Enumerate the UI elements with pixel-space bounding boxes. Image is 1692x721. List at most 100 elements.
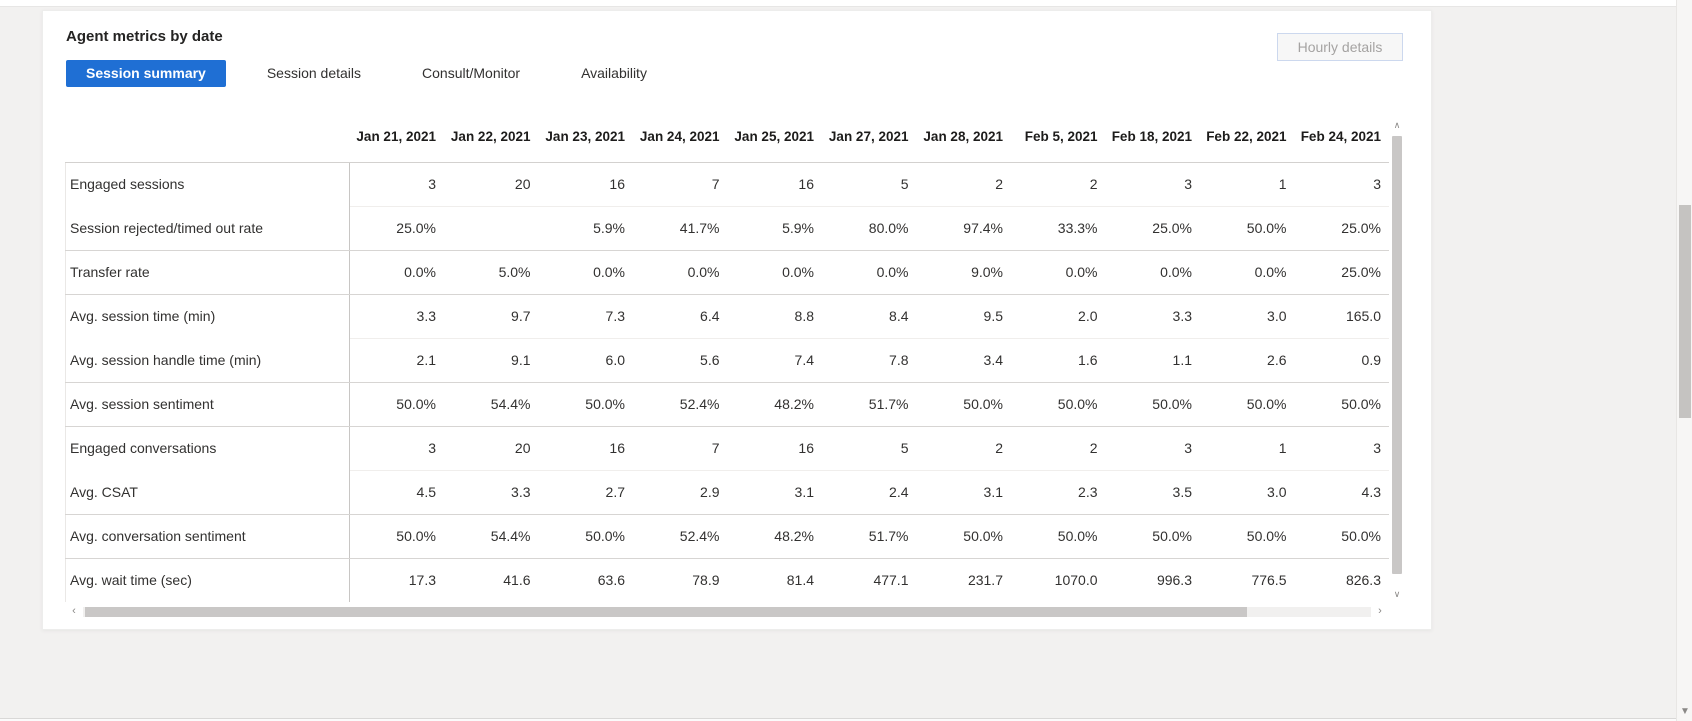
row-label-column-header bbox=[65, 116, 350, 163]
table-cell: 2.9 bbox=[633, 470, 728, 515]
tab-availability[interactable]: Availability bbox=[581, 65, 647, 81]
column-header: Jan 28, 2021 bbox=[916, 116, 1011, 163]
table-cell: 54.4% bbox=[444, 382, 539, 427]
column-header: Jan 22, 2021 bbox=[444, 116, 539, 163]
table-cell: 7.8 bbox=[822, 338, 917, 383]
table-cell: 3.3 bbox=[349, 294, 444, 339]
table-cell: 3.3 bbox=[1105, 294, 1200, 339]
table-cell: 231.7 bbox=[967, 572, 1003, 589]
page-title: Agent metrics by date bbox=[66, 28, 223, 45]
table-cell: 7.4 bbox=[727, 338, 822, 383]
table-row: Avg. session sentiment 50.0% 54.4% 50.0% 52.… bbox=[65, 382, 1389, 427]
table-header-row: Jan 21, 2021 Jan 22, 2021 Jan 23, 2021 Jan … bbox=[65, 116, 1389, 163]
scroll-up-icon[interactable]: ∧ bbox=[1393, 120, 1401, 130]
table-cell: 0.0% bbox=[727, 250, 822, 295]
table-cell: 25.0% bbox=[1105, 206, 1200, 251]
table-cell: 7.3 bbox=[538, 294, 633, 339]
table-cell: 52.4% bbox=[633, 514, 728, 559]
table-cell: 0.0% bbox=[633, 250, 728, 295]
row-label: Engaged conversations bbox=[65, 426, 350, 470]
column-header: Jan 27, 2021 bbox=[822, 116, 917, 163]
table-cell: 80.0% bbox=[822, 206, 917, 251]
table-cell: 3.1 bbox=[916, 470, 1011, 515]
table-cell: 2.0 bbox=[1011, 294, 1106, 339]
table-cell: 4.5 bbox=[349, 470, 444, 515]
table-cell: 50.0% bbox=[1294, 382, 1389, 427]
table-cell: 4.3 bbox=[1294, 470, 1389, 515]
column-header: Feb 5, 2021 bbox=[1011, 116, 1106, 163]
page-vertical-scrollbar[interactable]: ▼ bbox=[1676, 0, 1692, 721]
table-cell: 9.7 bbox=[444, 294, 539, 339]
table-cell: 3 bbox=[1294, 162, 1389, 207]
table-cell: 5.6 bbox=[633, 338, 728, 383]
table-row: Avg. session handle time (min) 2.1 9.1 6.0 5… bbox=[65, 338, 1389, 383]
table-cell: 0.0% bbox=[1105, 250, 1200, 295]
table-cell: 50.0% bbox=[1105, 514, 1200, 559]
table-body: Engaged sessions 3 20 16 7 16 5 2 2 3 1 3 Session re… bbox=[65, 162, 1389, 602]
table-horizontal-scrollbar[interactable]: ‹ › bbox=[65, 605, 1389, 619]
table-cell: 1.1 bbox=[1105, 338, 1200, 383]
table-cell: 50.0% bbox=[1011, 514, 1106, 559]
table-cell: 41.7% bbox=[633, 206, 728, 251]
tab-consult-monitor[interactable]: Consult/Monitor bbox=[422, 65, 521, 81]
table-cell: 2 bbox=[1011, 426, 1106, 471]
table-cell: 16 bbox=[727, 426, 822, 471]
table-cell: 33.3% bbox=[1011, 206, 1106, 251]
table-vertical-scrollbar[interactable]: ∧ ∨ bbox=[1390, 116, 1404, 603]
table-cell: 2.1 bbox=[349, 338, 444, 383]
table-cell: 3 bbox=[1105, 162, 1200, 207]
table-cell: 9.0% bbox=[916, 250, 1011, 295]
tab-session-summary[interactable]: Session summary bbox=[66, 60, 226, 87]
table-cell: 2.3 bbox=[1011, 470, 1106, 515]
row-label: Avg. conversation sentiment bbox=[65, 514, 350, 559]
table-row: Avg. conversation sentiment 50.0% 54.4% 50.… bbox=[65, 514, 1389, 559]
column-header: Feb 22, 2021 bbox=[1200, 116, 1295, 163]
scroll-left-icon[interactable]: ‹ bbox=[72, 605, 76, 617]
row-label: Session rejected/timed out rate bbox=[65, 206, 350, 251]
table-cell: 25.0% bbox=[349, 206, 444, 251]
table-cell: 54.4% bbox=[444, 514, 539, 559]
table-cell: 3.0 bbox=[1200, 470, 1295, 515]
column-header: Jan 24, 2021 bbox=[633, 116, 728, 163]
table-cell: 50.0% bbox=[916, 382, 1011, 427]
table-row: Session rejected/timed out rate 25.0% 5.9%… bbox=[65, 206, 1389, 251]
table-cell: 5.9% bbox=[727, 206, 822, 251]
table-cell: 7 bbox=[633, 162, 728, 207]
vertical-scrollbar-thumb[interactable] bbox=[1392, 136, 1402, 574]
table-cell: 5 bbox=[822, 162, 917, 207]
table-cell: 826.3 bbox=[1345, 572, 1381, 589]
table-cell: 8.8 bbox=[727, 294, 822, 339]
table-cell: 50.0% bbox=[916, 514, 1011, 559]
table-cell: 3 bbox=[349, 426, 444, 471]
table-cell: 0.9 bbox=[1294, 338, 1389, 383]
hourly-details-button[interactable]: Hourly details bbox=[1277, 33, 1403, 61]
row-label: Avg. session time (min) bbox=[65, 294, 350, 338]
table-cell: 2 bbox=[1011, 162, 1106, 207]
row-label: Avg. wait time (sec) bbox=[65, 558, 350, 602]
table-cell: 776.5 bbox=[1251, 572, 1287, 589]
window-bottom-edge bbox=[0, 718, 1676, 721]
table-row: Engaged conversations 3 20 16 7 16 5 2 2 3 1 3 bbox=[65, 426, 1389, 471]
table-cell bbox=[444, 206, 539, 251]
table-cell: 50.0% bbox=[349, 382, 444, 427]
scroll-right-icon[interactable]: › bbox=[1378, 605, 1382, 617]
metrics-table: Jan 21, 2021 Jan 22, 2021 Jan 23, 2021 Jan … bbox=[65, 116, 1389, 602]
table-cell: 2.4 bbox=[822, 470, 917, 515]
page-scroll-down-icon[interactable]: ▼ bbox=[1680, 706, 1690, 717]
table-cell: 25.0% bbox=[1294, 250, 1389, 295]
table-cell: 3.5 bbox=[1105, 470, 1200, 515]
table-cell: 0.0% bbox=[822, 250, 917, 295]
column-header: Jan 21, 2021 bbox=[349, 116, 444, 163]
horizontal-scrollbar-thumb[interactable] bbox=[85, 607, 1247, 617]
page-scrollbar-thumb[interactable] bbox=[1679, 205, 1691, 418]
tab-session-details[interactable]: Session details bbox=[266, 65, 362, 81]
table-cell: 16 bbox=[538, 426, 633, 471]
column-header: Jan 25, 2021 bbox=[727, 116, 822, 163]
scroll-down-icon[interactable]: ∨ bbox=[1393, 589, 1401, 599]
table-cell: 50.0% bbox=[1200, 206, 1295, 251]
table-row: Avg. CSAT 4.5 3.3 2.7 2.9 3.1 2.4 3.1 2.3 3.5 3.0 4… bbox=[65, 470, 1389, 515]
table-cell: 2 bbox=[916, 162, 1011, 207]
table-row: Transfer rate 0.0% 5.0% 0.0% 0.0% 0.0% 0.0% 9.0… bbox=[65, 250, 1389, 295]
table-cell: 165.0 bbox=[1294, 294, 1389, 339]
row-label: Transfer rate bbox=[65, 250, 350, 295]
